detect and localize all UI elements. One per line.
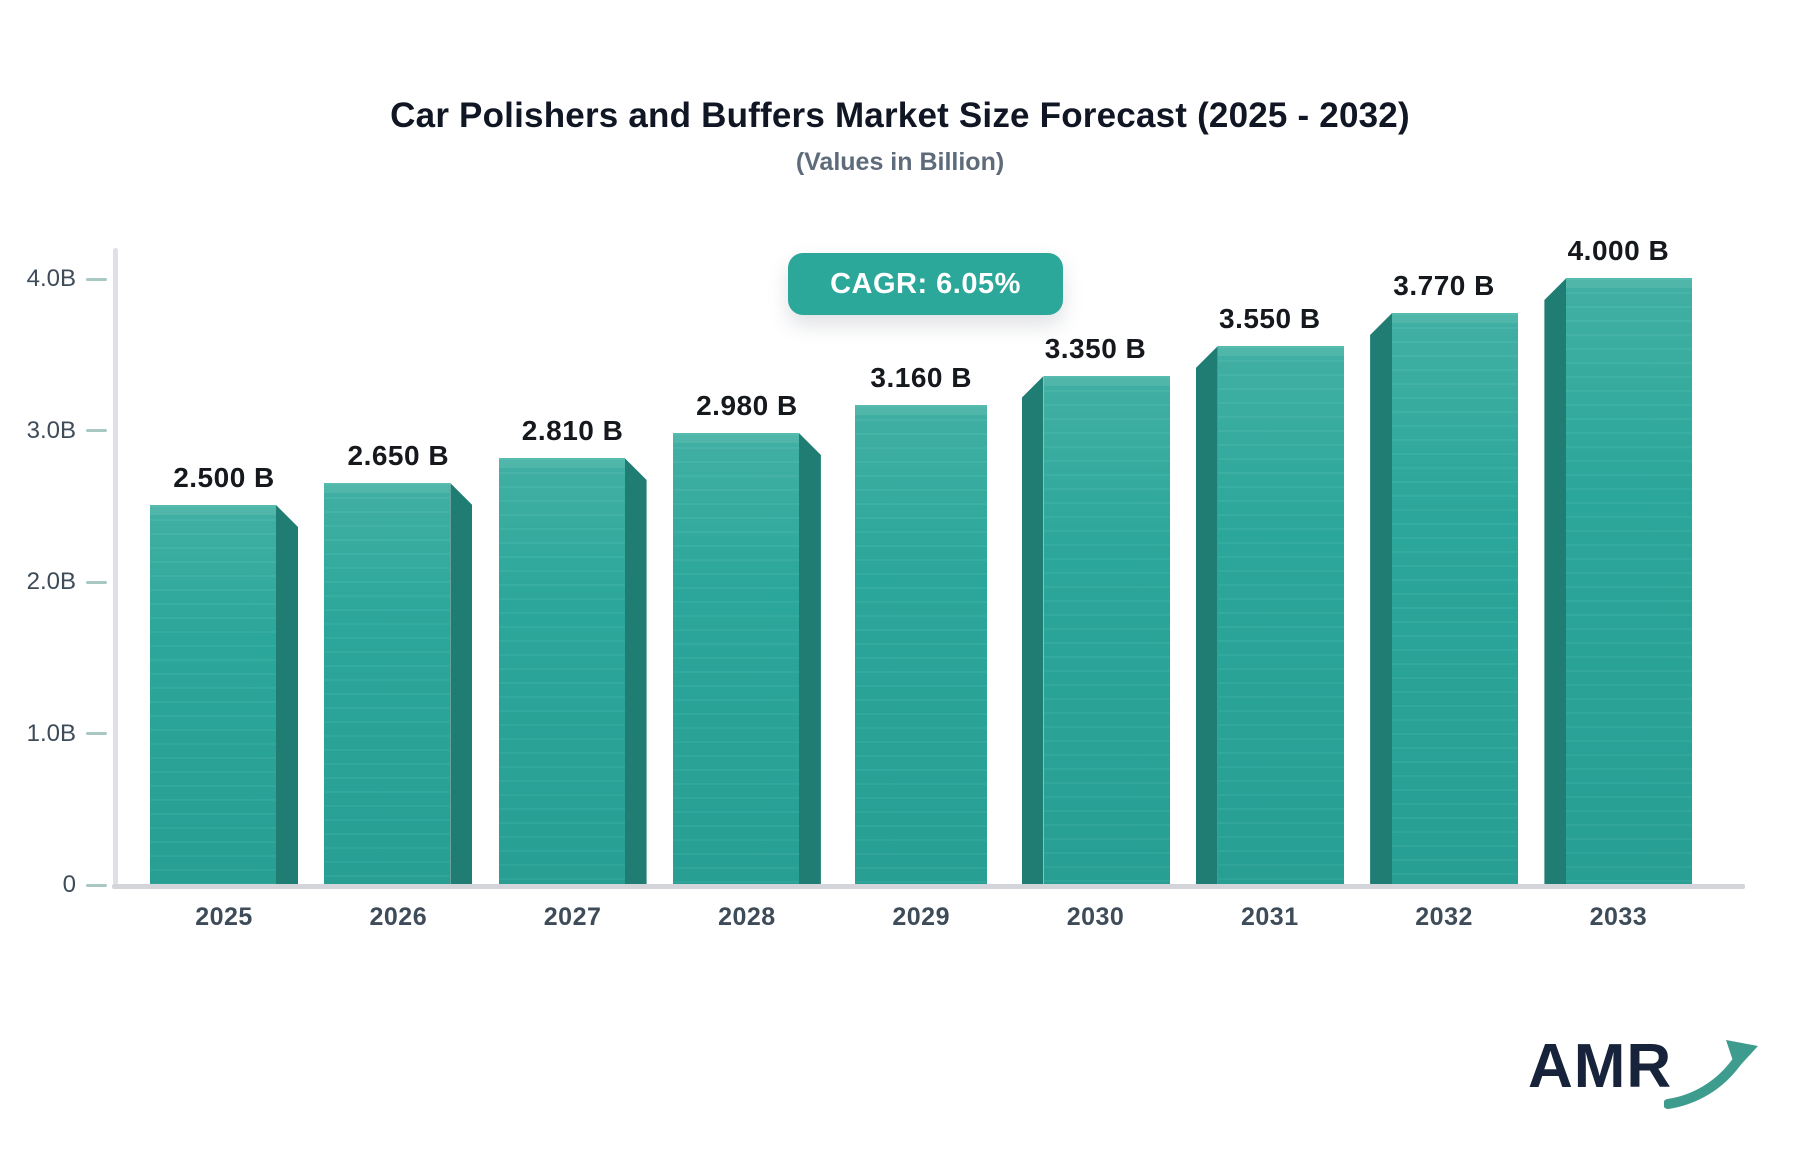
bar-top-face (1043, 376, 1170, 386)
bar-top-face (1392, 313, 1519, 323)
bar-side-face (450, 483, 473, 884)
x-axis-label-2028: 2028 (718, 903, 776, 931)
y-tick-dash (86, 732, 107, 735)
x-axis-label-2031: 2031 (1240, 903, 1299, 931)
bar-main-face (1566, 278, 1693, 884)
y-tick-dash (86, 277, 107, 281)
bar-value-label: 2.500 B (173, 462, 275, 493)
bar-2026 (324, 483, 473, 884)
bar-main-face (855, 405, 988, 884)
bar-top-face (672, 433, 799, 443)
bar-main-face (672, 433, 799, 884)
bar-2028 (672, 433, 821, 884)
bar-value-label: 3.770 B (1393, 270, 1495, 301)
y-tick-label: 4.0B (26, 265, 76, 292)
chart-title: Car Polishers and Buffers Market Size Fo… (390, 96, 1410, 135)
x-axis-label-2029: 2029 (892, 903, 950, 931)
y-tick-dash (86, 429, 107, 432)
bar-value-label: 4.000 B (1567, 235, 1670, 266)
bar-2033 (1544, 278, 1693, 884)
bar-value-label: 2.980 B (696, 390, 798, 421)
bar-2032 (1370, 313, 1519, 884)
bar-2029 (855, 405, 988, 884)
bar-side-face (1195, 346, 1218, 884)
bar-main-face (1043, 376, 1170, 884)
y-axis-line (113, 248, 118, 885)
x-axis-label-2027: 2027 (543, 903, 602, 931)
bar-value-label: 2.810 B (521, 415, 624, 446)
bar-top-face (855, 405, 988, 415)
bar-top-face (1566, 278, 1693, 288)
x-axis-line (112, 884, 1745, 889)
bar-main-face (1217, 346, 1344, 884)
chart-subtitle: (Values in Billion) (795, 148, 1005, 176)
bar-2027 (498, 458, 647, 884)
bar-value-label: 3.350 B (1044, 333, 1147, 364)
x-axis-label-2026: 2026 (369, 903, 428, 931)
trend-arrow-icon (1664, 1040, 1759, 1109)
x-axis-label-2030: 2030 (1066, 903, 1125, 931)
y-tick-dash (86, 580, 107, 584)
y-tick-label: 2.0B (26, 568, 76, 595)
bar-value-label: 3.160 B (870, 362, 972, 393)
bar-side-face (1370, 313, 1393, 884)
bar-2025 (150, 505, 298, 884)
bar-side-face (1544, 278, 1567, 884)
x-axis-label-2032: 2032 (1415, 903, 1473, 931)
bar-top-face (324, 483, 451, 493)
y-tick-label: 3.0B (26, 416, 76, 444)
bar-side-face (798, 433, 821, 884)
y-tick-label: 0 (62, 871, 76, 898)
bar-2030 (1021, 376, 1170, 884)
bar-side-face (624, 458, 647, 884)
bar-top-face (150, 505, 276, 515)
bar-main-face (150, 505, 276, 884)
bar-value-label: 2.650 B (347, 440, 450, 471)
amr-logo: AMR (1528, 1036, 1760, 1112)
bar-side-face (276, 505, 298, 884)
bar-side-face (1021, 376, 1044, 884)
bar-2031 (1195, 346, 1344, 884)
cagr-badge: CAGR: 6.05% (788, 253, 1063, 315)
bar-value-label: 3.550 B (1219, 303, 1321, 334)
y-tick-dash (86, 883, 107, 887)
x-axis-label-2033: 2033 (1589, 903, 1648, 931)
amr-logo-text: AMR (1528, 1032, 1673, 1101)
bar-main-face (498, 458, 625, 884)
x-axis-label-2025: 2025 (195, 903, 253, 931)
bar-top-face (1217, 346, 1344, 356)
bar-main-face (324, 483, 451, 884)
bar-top-face (498, 458, 625, 468)
y-tick-label: 1.0B (26, 719, 76, 747)
bar-main-face (1392, 313, 1519, 884)
